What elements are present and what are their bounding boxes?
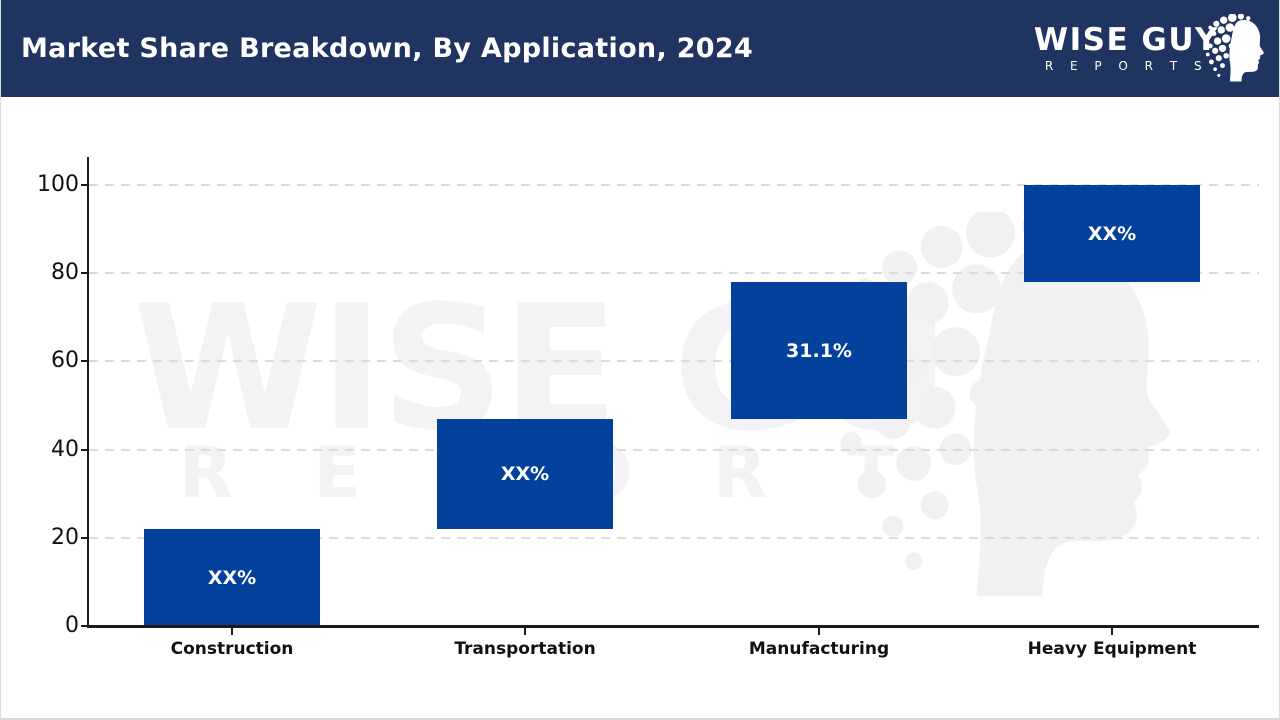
x-axis-category-label: Transportation [454, 639, 596, 659]
x-axis-line [87, 625, 1259, 628]
page-title: Market Share Breakdown, By Application, … [21, 33, 754, 64]
gridline-40 [89, 448, 1259, 451]
bar-manufacturing: 31.1% [731, 282, 907, 419]
y-axis-tick-label: 20 [51, 524, 79, 550]
y-axis-tick-mark [81, 184, 89, 186]
y-axis-tick-label: 80 [51, 260, 79, 286]
y-axis-tick-mark [81, 625, 89, 627]
y-axis-tick-mark [81, 536, 89, 539]
gridline-60 [89, 360, 1259, 363]
gridline-80 [89, 272, 1259, 275]
y-axis-tick-label: 60 [51, 348, 79, 374]
bar-value-label: XX% [500, 463, 550, 485]
gridline-20 [89, 536, 1259, 539]
brand-wordmark: WISE GUY R E P O R T S [1033, 22, 1219, 73]
gridline-100 [89, 184, 1259, 186]
brand-logo: WISE GUY R E P O R T S [1033, 13, 1267, 84]
x-axis-tick-mark [818, 628, 820, 635]
brand-subtitle: R E P O R T S [1044, 59, 1209, 73]
y-axis-tick-mark [81, 360, 89, 363]
x-axis-category-label: Heavy Equipment [1027, 639, 1197, 659]
x-axis-tick-mark [1111, 628, 1113, 635]
brand-name: WISE GUY [1033, 22, 1219, 58]
bar-value-label: 31.1% [786, 339, 852, 362]
bar-value-label: XX% [207, 566, 257, 589]
y-axis-tick-mark [81, 272, 89, 275]
x-axis-tick-mark [524, 628, 526, 635]
y-axis-tick-label: 0 [65, 613, 79, 638]
bar-heavy-equipment: XX% [1024, 185, 1200, 282]
x-axis-category-label: Manufacturing [748, 639, 890, 659]
y-axis-tick-mark [81, 448, 89, 451]
x-axis-tick-mark [231, 628, 233, 635]
x-axis-category-label: Construction [170, 639, 294, 659]
header-bar: Market Share Breakdown, By Application, … [1, 0, 1279, 97]
y-axis-tick-label: 40 [51, 436, 79, 462]
bar-transportation: XX% [437, 419, 613, 529]
bar-construction: XX% [144, 529, 320, 626]
y-axis-line [87, 157, 89, 628]
bar-value-label: XX% [1087, 222, 1137, 245]
y-axis-tick-label: 100 [37, 172, 79, 197]
